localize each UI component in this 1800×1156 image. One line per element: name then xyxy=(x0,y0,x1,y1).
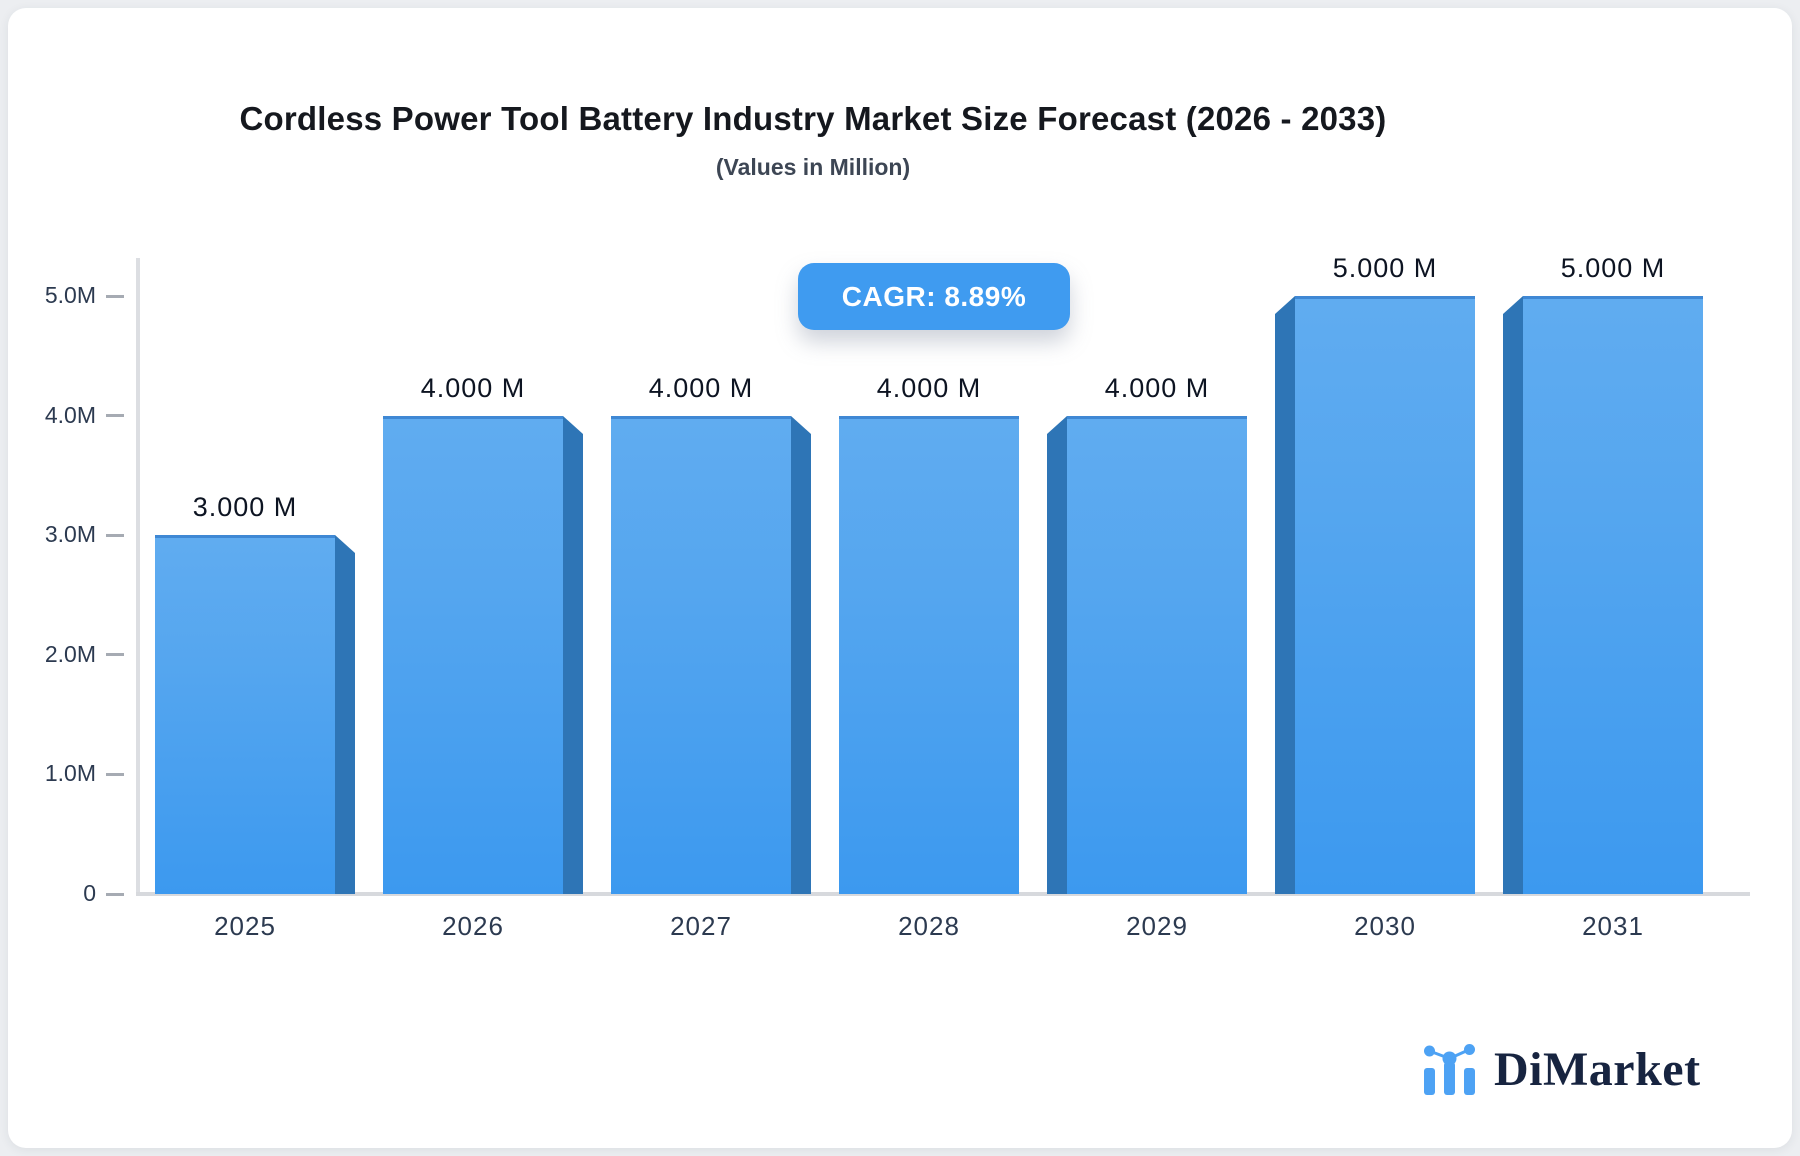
bar-face xyxy=(383,415,563,894)
y-axis-tick xyxy=(106,772,124,776)
chart-title: Cordless Power Tool Battery Industry Mar… xyxy=(239,100,1387,137)
bar-face xyxy=(611,415,791,894)
bar-3d-bevel xyxy=(1275,296,1295,314)
bar-face xyxy=(1067,415,1247,894)
chart-subtitle: (Values in Million) xyxy=(715,154,911,180)
logo-text: DiMarket xyxy=(1494,1042,1701,1096)
x-axis-label: 2027 xyxy=(670,911,732,941)
bar-face xyxy=(1295,296,1475,894)
bar-2030[interactable] xyxy=(1275,296,1475,894)
bar-2026[interactable] xyxy=(383,415,583,894)
x-axis-line xyxy=(136,892,1750,896)
bar-value-label: 5.000 M xyxy=(1332,253,1438,283)
bar-face xyxy=(839,415,1019,894)
y-axis-line xyxy=(136,258,140,896)
x-axis-label: 2029 xyxy=(1126,911,1188,941)
chart-header: Cordless Power Tool Battery Industry Mar… xyxy=(8,100,1618,181)
bar-2028[interactable] xyxy=(839,415,1019,894)
y-axis-tick-label: 1.0M xyxy=(44,760,96,787)
bar-3d-side xyxy=(1503,314,1523,894)
bar-2025[interactable] xyxy=(155,535,355,894)
y-axis-tick xyxy=(106,414,124,418)
dimarket-logo: DiMarket xyxy=(1420,1040,1701,1098)
bar-value-label: 4.000 M xyxy=(420,372,526,403)
bar-3d-side xyxy=(1047,433,1067,894)
bar-2029[interactable] xyxy=(1047,415,1247,894)
y-axis-tick xyxy=(106,294,124,298)
bar-value-label: 4.000 M xyxy=(1104,372,1210,403)
y-axis-tick xyxy=(106,533,124,537)
y-axis-tick-label: 4.0M xyxy=(44,401,96,428)
x-axis-label: 2030 xyxy=(1354,911,1416,941)
bar-3d-side xyxy=(563,433,583,894)
y-axis-tick-label: 5.0M xyxy=(44,282,96,308)
bar-3d-bevel xyxy=(335,535,355,554)
y-axis-tick-label: 2.0M xyxy=(44,640,96,667)
cagr-badge: CAGR: 8.89% xyxy=(798,263,1070,330)
bar-3d-bevel xyxy=(1047,415,1067,434)
y-axis-tick-label: 0 xyxy=(83,880,96,906)
x-axis-label: 2031 xyxy=(1582,911,1644,941)
bar-value-label: 4.000 M xyxy=(876,372,982,403)
bar-3d-side xyxy=(335,553,355,894)
bar-chart-logo-icon xyxy=(1424,1044,1475,1095)
bar-3d-bevel xyxy=(563,415,583,434)
bar-face xyxy=(1523,296,1703,894)
y-axis-tick xyxy=(106,892,124,896)
bar-3d-bevel xyxy=(791,415,811,434)
bar-value-label: 5.000 M xyxy=(1560,253,1666,283)
bar-3d-side xyxy=(791,433,811,894)
chart-card: Cordless Power Tool Battery Industry Mar… xyxy=(8,8,1792,1148)
y-axis-tick xyxy=(106,653,124,657)
bar-2027[interactable] xyxy=(611,415,811,894)
y-axis-tick-label: 3.0M xyxy=(44,521,96,548)
bar-value-label: 4.000 M xyxy=(648,372,754,403)
bar-3d-side xyxy=(1275,314,1295,894)
x-axis-label: 2025 xyxy=(214,911,276,941)
bar-3d-bevel xyxy=(1503,296,1523,314)
bar-2031[interactable] xyxy=(1503,296,1703,894)
bar-value-label: 3.000 M xyxy=(192,492,298,523)
x-axis-label: 2026 xyxy=(442,911,504,941)
bar-face xyxy=(155,535,335,894)
x-axis-label: 2028 xyxy=(898,911,960,941)
